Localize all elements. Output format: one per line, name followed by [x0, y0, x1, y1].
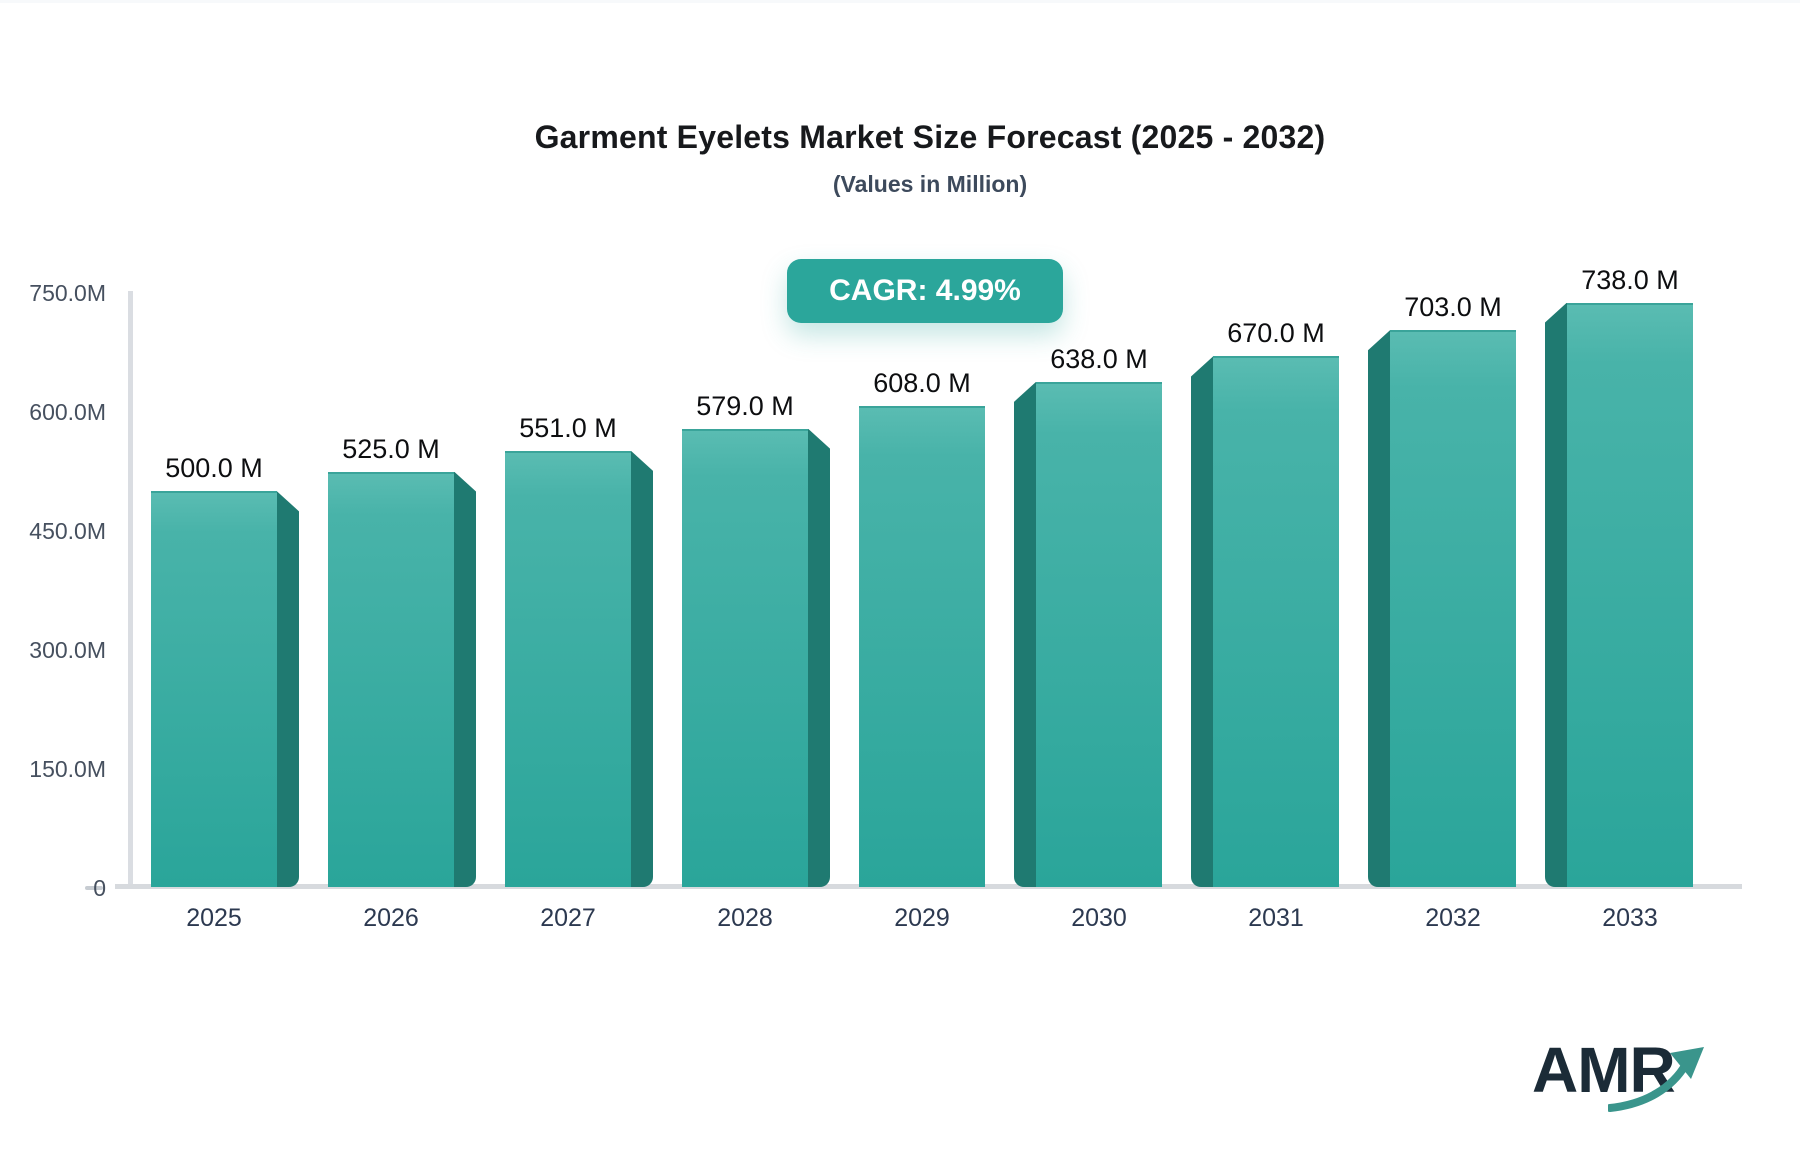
bar-2033: [1567, 302, 1693, 887]
bar-2030: [1036, 381, 1162, 887]
bar-value-label-2031: 670.0 M: [1227, 318, 1325, 349]
bar-side-shadow-2025: [277, 491, 299, 887]
bar-side-shadow-2027: [631, 450, 653, 887]
bar-side-shadow-2033: [1545, 302, 1567, 887]
bar-2025: [151, 491, 277, 887]
chart-subtitle: (Values in Million): [832, 171, 1028, 197]
bar-value-label-2025: 500.0 M: [165, 453, 263, 484]
x-tick-label-2028: 2028: [717, 904, 773, 932]
bar-2032: [1390, 330, 1516, 887]
bar-value-label-2028: 579.0 M: [696, 390, 794, 421]
bar-2026: [328, 471, 454, 887]
x-tick-label-2029: 2029: [894, 904, 950, 932]
x-tick-label-2026: 2026: [363, 904, 419, 932]
bar-value-label-2032: 703.0 M: [1404, 292, 1502, 323]
zero-tick-mark: [85, 886, 103, 890]
x-tick-label-2032: 2032: [1425, 904, 1481, 932]
bar-value-label-2027: 551.0 M: [519, 412, 617, 443]
x-tick-label-2027: 2027: [540, 904, 596, 932]
y-axis-line: [128, 291, 133, 888]
y-tick-label-0: 0: [93, 875, 106, 901]
bar-2031: [1213, 356, 1339, 887]
bar-value-label-2029: 608.0 M: [873, 367, 971, 398]
bar-value-label-2026: 525.0 M: [342, 433, 440, 464]
bar-value-label-2033: 738.0 M: [1581, 264, 1679, 295]
x-tick-label-2033: 2033: [1602, 904, 1658, 932]
x-tick-label-2025: 2025: [186, 904, 242, 932]
x-tick-label-2031: 2031: [1248, 904, 1304, 932]
bar-2027: [505, 450, 631, 887]
bar-side-shadow-2031: [1191, 356, 1213, 887]
cagr-badge: CAGR: 4.99%: [787, 259, 1063, 323]
y-tick-label-600.0M: 600.0M: [29, 399, 106, 425]
bar-2029: [859, 405, 985, 887]
y-tick-label-300.0M: 300.0M: [29, 637, 106, 663]
bar-side-shadow-2028: [808, 428, 830, 887]
y-tick-label-750.0M: 750.0M: [29, 280, 106, 306]
chart-title: Garment Eyelets Market Size Forecast (20…: [534, 119, 1326, 155]
growth-arrow-icon: [1608, 1047, 1704, 1112]
bar-side-shadow-2032: [1368, 330, 1390, 887]
bar-2028: [682, 428, 808, 887]
amr-logo: AMR: [1522, 1033, 1732, 1128]
bar-side-shadow-2030: [1014, 381, 1036, 887]
x-tick-label-2030: 2030: [1071, 904, 1127, 932]
bar-value-label-2030: 638.0 M: [1050, 343, 1148, 374]
bar-side-shadow-2026: [454, 471, 476, 887]
y-tick-label-150.0M: 150.0M: [29, 756, 106, 782]
y-tick-label-450.0M: 450.0M: [29, 518, 106, 544]
